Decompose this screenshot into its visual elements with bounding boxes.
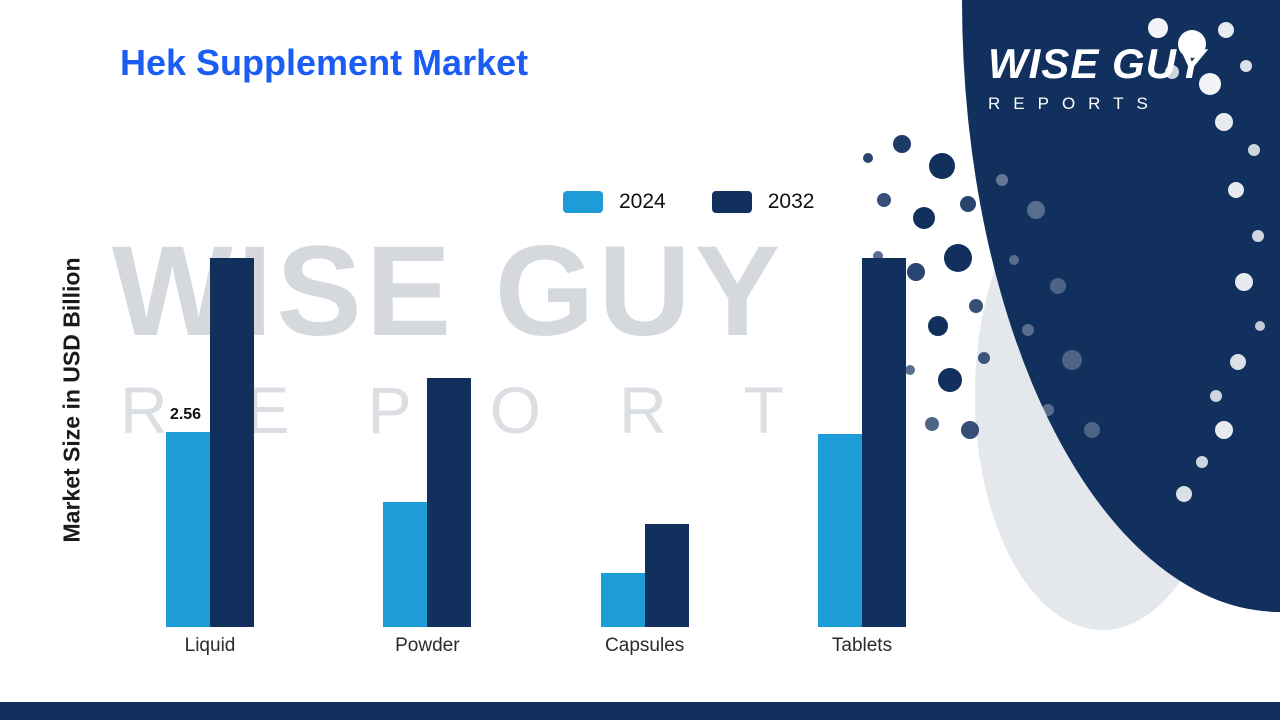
bar-tablets-2024 [817,434,862,627]
brand-panel: WISE GUY REPORTS [962,0,1280,612]
bar-value-label: 2.56 [169,406,202,423]
bar-liquid-2032 [210,258,254,627]
bar-powder-2024 [383,502,428,627]
logo-subtext: REPORTS [988,94,1161,113]
bar-group-tablets [817,258,906,627]
legend-swatch-2032 [711,191,752,213]
bar-groups: 2.56 [166,247,906,627]
bar-capsules-2024 [600,573,645,627]
footer-bar [0,702,1280,720]
legend-label-2024: 2024 [619,190,666,213]
logo-wordmark: WISE GUY [988,40,1207,87]
chart-legend: 2024 2032 [563,190,814,214]
dotted-head-graphic [996,18,1265,502]
category-label-tablets: Tablets [831,635,893,656]
legend-item-2032: 2032 [711,190,815,214]
bar-group-capsules [600,524,689,627]
page-title: Hek Supplement Market [120,42,529,83]
bar-group-powder [383,378,472,627]
bar-group-liquid: 2.56 [166,258,254,627]
bar-capsules-2032 [644,524,689,627]
x-axis-labels: Liquid Powder Capsules Tablets [166,635,906,657]
bar-powder-2032 [427,378,472,627]
legend-label-2032: 2032 [767,190,815,213]
legend-item-2024: 2024 [563,190,666,214]
brand-logo: WISE GUY REPORTS [988,40,1206,114]
category-label-powder: Powder [395,635,460,656]
category-label-capsules: Capsules [605,635,685,656]
legend-swatch-2024 [563,191,603,213]
category-label-liquid: Liquid [184,635,236,656]
bar-tablets-2032 [861,258,906,627]
bar-liquid-2024: 2.56 [166,406,210,627]
